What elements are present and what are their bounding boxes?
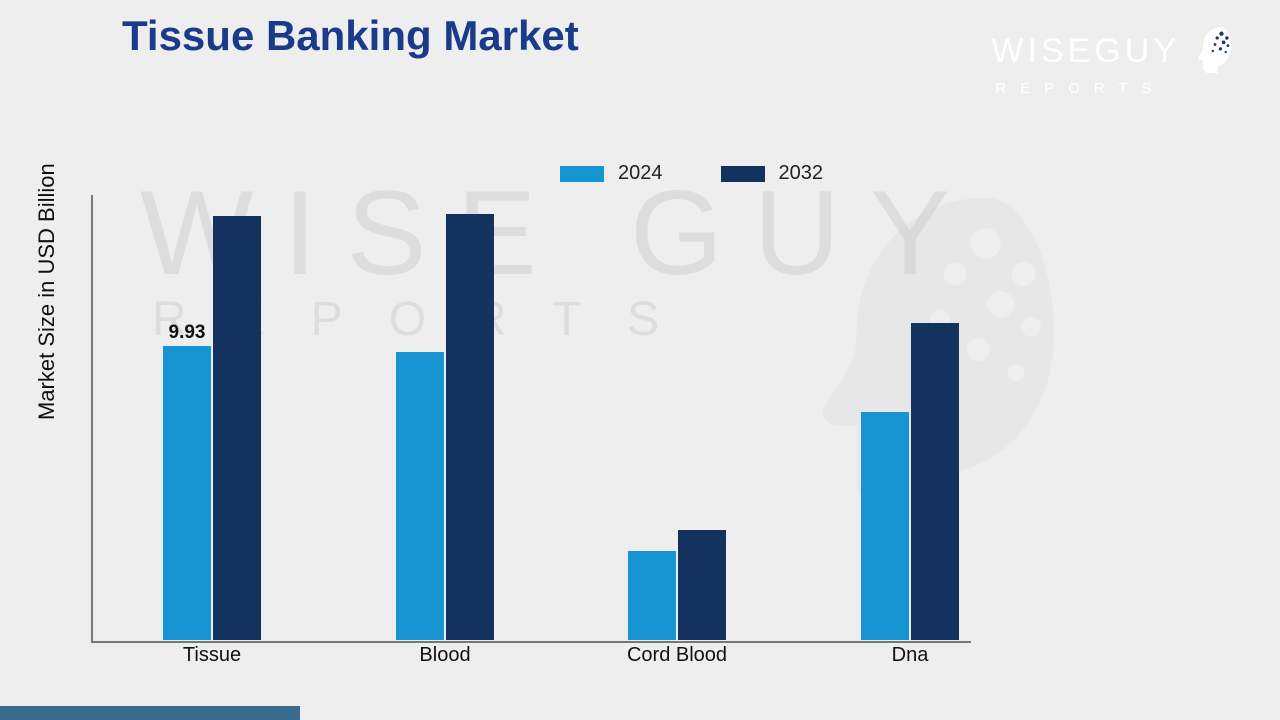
legend-item: 2024	[560, 162, 663, 185]
bar-2024	[861, 412, 909, 640]
legend-label: 2024	[618, 162, 663, 185]
y-axis-label: Market Size in USD Billion	[34, 163, 60, 420]
x-axis-line	[91, 641, 971, 643]
legend-swatch	[560, 166, 604, 182]
legend-swatch	[721, 166, 765, 182]
category-label: Tissue	[183, 644, 241, 667]
category-label: Cord Blood	[627, 644, 727, 667]
bar-2032	[911, 323, 959, 640]
category-label: Dna	[892, 644, 929, 667]
bar-2024	[163, 346, 211, 640]
plot-area: 9.93	[92, 210, 992, 640]
chart-title: Tissue Banking Market	[122, 12, 579, 60]
bar-value-label: 9.93	[169, 322, 206, 344]
bar-2032	[678, 530, 726, 640]
legend-label: 2032	[779, 162, 824, 185]
brand-head-icon	[1188, 24, 1242, 78]
bar-2032	[213, 216, 261, 640]
category-label: Blood	[419, 644, 470, 667]
brand-text-line1: WISEGUY	[991, 34, 1180, 68]
bottom-accent-bar	[0, 706, 300, 720]
legend-item: 2032	[721, 162, 824, 185]
chart-canvas: WISE GUY REPORTS Tissue Banking Market 2…	[0, 0, 1280, 720]
chart-legend: 2024 2032	[560, 162, 823, 185]
bar-2024	[628, 551, 676, 640]
bar-2032	[446, 214, 494, 640]
brand-text-line2: REPORTS	[995, 80, 1242, 97]
bar-2024	[396, 352, 444, 640]
brand-logo: WISEGUY REPORTS	[991, 24, 1242, 97]
category-labels: Tissue Blood Cord Blood Dna	[92, 644, 992, 672]
